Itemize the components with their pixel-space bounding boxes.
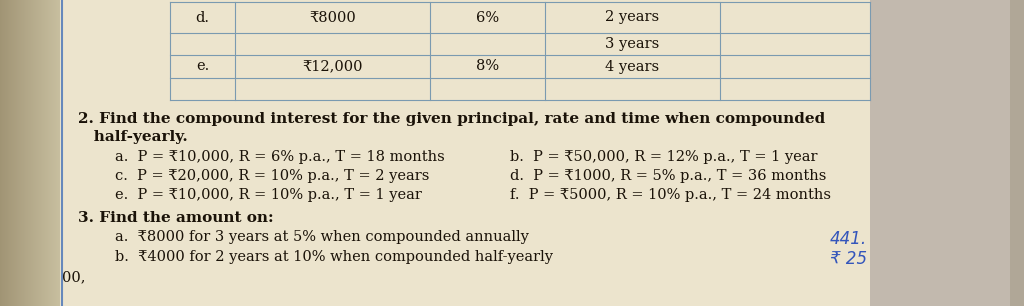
Text: 4 years: 4 years <box>605 59 659 73</box>
Text: 6%: 6% <box>476 10 499 24</box>
Text: 3. Find the amount on:: 3. Find the amount on: <box>78 211 273 225</box>
Text: c.  P = ₹20,000, R = 10% p.a., T = 2 years: c. P = ₹20,000, R = 10% p.a., T = 2 year… <box>115 169 429 183</box>
Text: d.: d. <box>196 10 210 24</box>
Text: 2. Find the compound interest for the given principal, rate and time when compou: 2. Find the compound interest for the gi… <box>78 112 825 126</box>
Text: a.  ₹8000 for 3 years at 5% when compounded annually: a. ₹8000 for 3 years at 5% when compound… <box>115 230 528 244</box>
Text: e.  P = ₹10,000, R = 10% p.a., T = 1 year: e. P = ₹10,000, R = 10% p.a., T = 1 year <box>115 188 422 202</box>
Text: ₹8000: ₹8000 <box>309 10 356 24</box>
Text: 00,: 00, <box>62 270 85 284</box>
Text: a.  P = ₹10,000, R = 6% p.a., T = 18 months: a. P = ₹10,000, R = 6% p.a., T = 18 mont… <box>115 150 444 164</box>
Text: 441.: 441. <box>830 230 867 248</box>
Text: half-yearly.: half-yearly. <box>78 130 187 144</box>
Text: 8%: 8% <box>476 59 499 73</box>
Polygon shape <box>60 0 1010 306</box>
Text: 2 years: 2 years <box>605 10 659 24</box>
Text: ₹12,000: ₹12,000 <box>302 59 362 73</box>
Text: e.: e. <box>196 59 209 73</box>
Text: b.  ₹4000 for 2 years at 10% when compounded half-yearly: b. ₹4000 for 2 years at 10% when compoun… <box>115 250 553 264</box>
Text: ₹ 25: ₹ 25 <box>830 250 867 268</box>
Text: 3 years: 3 years <box>605 37 659 51</box>
Text: b.  P = ₹50,000, R = 12% p.a., T = 1 year: b. P = ₹50,000, R = 12% p.a., T = 1 year <box>510 150 817 164</box>
Text: f.  P = ₹5000, R = 10% p.a., T = 24 months: f. P = ₹5000, R = 10% p.a., T = 24 month… <box>510 188 831 202</box>
Polygon shape <box>870 0 1024 306</box>
Text: d.  P = ₹1000, R = 5% p.a., T = 36 months: d. P = ₹1000, R = 5% p.a., T = 36 months <box>510 169 826 183</box>
